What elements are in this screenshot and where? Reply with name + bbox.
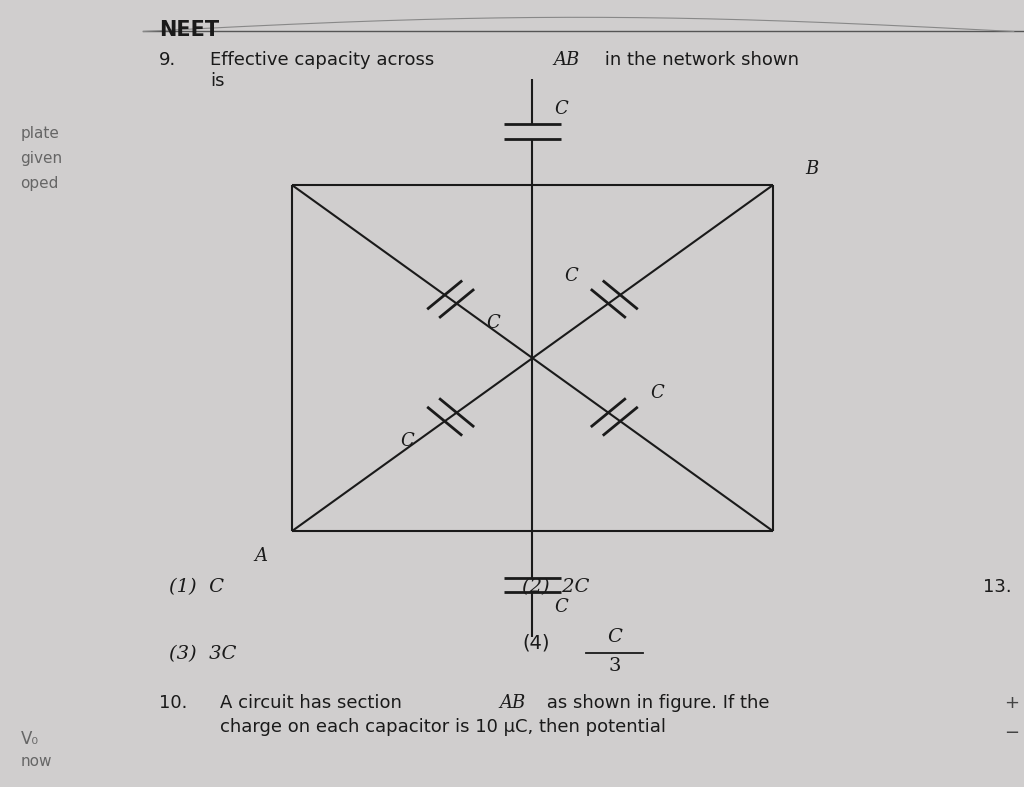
Text: (4): (4) bbox=[522, 634, 550, 652]
Text: as shown in figure. If the: as shown in figure. If the bbox=[541, 694, 769, 712]
Text: AB: AB bbox=[553, 51, 580, 69]
Text: Effective capacity across: Effective capacity across bbox=[210, 51, 440, 69]
Text: is: is bbox=[210, 72, 224, 91]
Text: now: now bbox=[20, 754, 52, 769]
Text: in the network shown: in the network shown bbox=[599, 51, 799, 69]
Text: C: C bbox=[650, 384, 665, 402]
Text: plate: plate bbox=[20, 126, 59, 141]
Text: 3: 3 bbox=[608, 657, 621, 675]
Text: given: given bbox=[20, 151, 62, 166]
Text: B: B bbox=[806, 161, 818, 178]
Text: C: C bbox=[554, 101, 568, 118]
Text: (3)  3C: (3) 3C bbox=[169, 645, 237, 663]
Text: 13.: 13. bbox=[983, 578, 1012, 597]
Text: charge on each capacitor is 10 μC, then potential: charge on each capacitor is 10 μC, then … bbox=[220, 718, 667, 736]
Text: AB: AB bbox=[500, 694, 526, 712]
Text: C: C bbox=[607, 628, 622, 646]
Text: C: C bbox=[400, 431, 415, 449]
Text: C: C bbox=[486, 314, 501, 332]
Text: V₀: V₀ bbox=[20, 730, 39, 748]
Text: 10.: 10. bbox=[159, 694, 187, 712]
Text: 9.: 9. bbox=[159, 51, 176, 69]
Text: +: + bbox=[1004, 694, 1019, 712]
Text: NEET: NEET bbox=[159, 20, 219, 39]
Text: (2)  2C: (2) 2C bbox=[522, 578, 590, 597]
Text: C: C bbox=[564, 267, 579, 285]
Text: C: C bbox=[554, 598, 568, 615]
Text: oped: oped bbox=[20, 176, 58, 191]
Text: (1)  C: (1) C bbox=[169, 578, 224, 597]
Text: A: A bbox=[255, 548, 267, 565]
Text: A circuit has section: A circuit has section bbox=[220, 694, 408, 712]
Text: −: − bbox=[1004, 724, 1019, 742]
